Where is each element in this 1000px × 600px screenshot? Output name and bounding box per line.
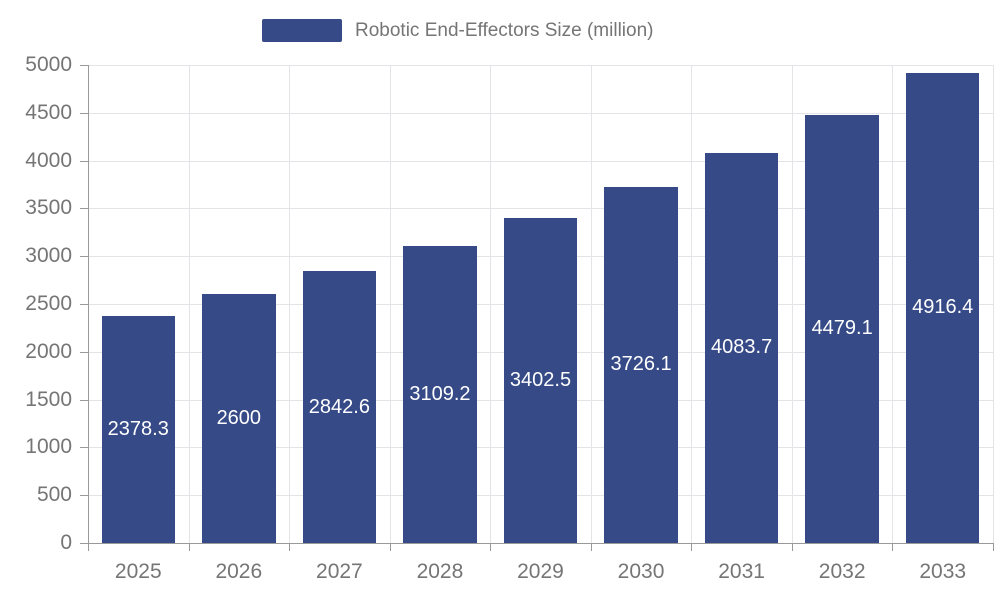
x-axis-line [88,543,993,544]
bar-2032[interactable]: 4479.1 [805,114,879,543]
x-gridline [389,65,391,543]
x-axis-tick [590,543,592,551]
bar-2026[interactable]: 2600 [202,294,276,543]
x-gridline [791,65,793,543]
y-axis-label: 5000 [25,53,72,76]
y-axis-tick [80,399,88,401]
y-axis-tick [80,112,88,114]
y-gridline [88,208,993,210]
x-axis-label: 2029 [517,560,564,583]
bar-value-label: 2600 [216,407,262,430]
x-gridline [993,65,994,543]
bar-2029[interactable]: 3402.5 [503,217,578,543]
y-axis-label: 3000 [25,244,72,268]
x-axis-label: 2026 [215,560,263,583]
bar-2027[interactable]: 2842.6 [302,271,377,543]
bar-value-label: 3109.2 [409,382,471,405]
bar-2033[interactable]: 4916.4 [906,72,980,543]
x-axis-tick [892,543,894,551]
x-axis-label: 2025 [114,560,162,583]
bar-value-label: 4083.7 [711,336,773,359]
x-gridline [289,65,291,543]
x-axis-tick [289,543,291,551]
bar-2030[interactable]: 3726.1 [604,186,678,543]
y-axis-line [88,65,89,543]
bar-2025[interactable]: 2378.3 [101,315,175,543]
bar-value-label: 4479.1 [811,317,873,340]
x-axis-tick [791,543,793,551]
x-axis-label: 2033 [919,560,967,583]
x-gridline [490,65,492,543]
x-gridline [590,65,592,543]
y-axis-label: 0 [60,531,72,554]
y-gridline [88,160,993,162]
y-axis-tick [80,160,88,162]
y-axis-tick [80,447,88,449]
x-axis-tick [389,543,391,551]
y-axis-label: 4500 [25,100,72,124]
y-axis-tick [80,351,88,353]
y-axis-tick [80,495,88,497]
y-axis-label: 2000 [25,339,72,363]
x-axis-label: 2028 [416,560,464,583]
x-axis-label: 2030 [617,560,665,583]
y-axis-label: 4000 [25,148,72,172]
x-gridline [892,65,894,543]
y-axis-tick [80,543,88,544]
bar-value-label: 3726.1 [610,353,672,376]
bar-2028[interactable]: 3109.2 [403,245,477,543]
y-axis-tick [80,65,88,66]
legend-swatch [262,19,342,42]
y-axis-label: 2500 [25,292,72,315]
y-axis-label: 1500 [25,387,72,411]
y-axis-tick [80,208,88,210]
x-gridline [691,65,693,543]
y-axis-label: 3500 [25,196,72,220]
bar-value-label: 2378.3 [107,417,169,440]
x-axis-tick [188,543,190,551]
y-gridline [88,65,993,66]
x-gridline [188,65,190,543]
x-axis-tick [490,543,492,551]
x-axis-label: 2032 [818,560,866,583]
x-axis-tick [691,543,693,551]
x-axis-label: 2031 [718,560,765,583]
bar-value-label: 2842.6 [308,395,370,418]
bar-value-label: 3402.5 [509,368,572,391]
y-axis-tick [80,256,88,258]
bar-2031[interactable]: 4083.7 [704,152,779,543]
legend-item[interactable]: Robotic End-Effectors Size (million) [262,19,653,42]
x-axis-tick [993,543,994,551]
bar-value-label: 4916.4 [912,296,974,319]
y-gridline [88,112,993,114]
y-axis-label: 500 [36,483,72,507]
x-axis-tick [88,543,89,551]
legend-label: Robotic End-Effectors Size (million) [355,19,654,41]
y-axis-tick [80,304,88,305]
x-axis-label: 2027 [316,560,363,583]
y-axis-label: 1000 [25,435,72,459]
